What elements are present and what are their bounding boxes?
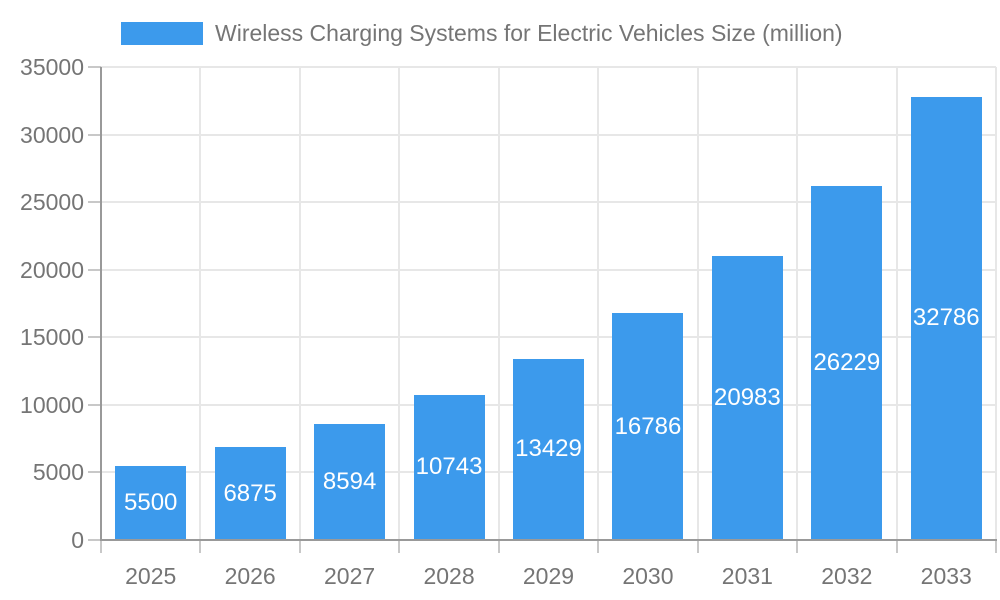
gridline-horizontal bbox=[101, 66, 996, 68]
y-axis-label: 0 bbox=[71, 527, 84, 553]
y-axis-label: 10000 bbox=[20, 391, 84, 418]
bar-value-label: 16786 bbox=[614, 412, 682, 440]
y-axis-tick bbox=[88, 201, 101, 204]
x-axis-label-2032: 2032 bbox=[821, 563, 873, 589]
bar-value-label: 26229 bbox=[813, 348, 881, 376]
y-axis-label: 5000 bbox=[32, 459, 84, 486]
bar-value-label: 20983 bbox=[714, 384, 781, 412]
bar-value-label: 13429 bbox=[515, 435, 582, 463]
x-axis-tick bbox=[298, 540, 301, 553]
gridline-vertical bbox=[895, 67, 898, 540]
gridline-horizontal bbox=[101, 133, 996, 136]
bar-value-label: 6875 bbox=[223, 479, 277, 507]
legend-swatch-icon bbox=[121, 22, 203, 45]
bar-value-label: 8594 bbox=[322, 467, 377, 495]
legend-label: Wireless Charging Systems for Electric V… bbox=[215, 20, 843, 46]
bar-2028[interactable]: 10743 bbox=[413, 394, 485, 540]
x-axis-tick bbox=[895, 540, 898, 553]
bar-2025[interactable]: 5500 bbox=[115, 465, 187, 540]
y-axis-label: 15000 bbox=[20, 324, 84, 351]
y-axis-tick bbox=[88, 66, 101, 68]
bar-2032[interactable]: 26229 bbox=[811, 185, 883, 540]
gridline-vertical bbox=[298, 67, 301, 540]
y-axis-label: 20000 bbox=[20, 256, 84, 283]
bar-2033[interactable]: 32786 bbox=[910, 96, 982, 540]
bar-2029[interactable]: 13429 bbox=[513, 358, 584, 540]
gridline-vertical bbox=[995, 67, 997, 540]
x-axis-label-2030: 2030 bbox=[622, 563, 674, 589]
x-axis-label-2033: 2033 bbox=[920, 563, 972, 589]
gridline-vertical bbox=[597, 67, 600, 540]
bar-2027[interactable]: 8594 bbox=[314, 423, 386, 540]
x-axis-label-2026: 2026 bbox=[224, 563, 276, 589]
x-axis-label-2025: 2025 bbox=[125, 563, 177, 589]
y-axis-tick bbox=[88, 539, 101, 541]
y-axis-tick bbox=[88, 133, 101, 136]
x-axis-tick bbox=[497, 540, 500, 553]
x-axis-tick bbox=[995, 540, 997, 553]
legend-item[interactable]: Wireless Charging Systems for Electric V… bbox=[121, 20, 843, 47]
x-axis-tick bbox=[398, 540, 401, 553]
gridline-vertical bbox=[398, 67, 401, 540]
bar-2026[interactable]: 6875 bbox=[214, 447, 286, 540]
y-axis-tick bbox=[88, 471, 101, 474]
x-axis-label-2031: 2031 bbox=[721, 563, 773, 589]
y-axis-line bbox=[100, 67, 102, 540]
gridline-horizontal bbox=[101, 201, 996, 204]
bar-value-label: 32786 bbox=[912, 304, 980, 332]
y-axis-label: 35000 bbox=[20, 54, 84, 80]
y-axis-tick bbox=[88, 403, 101, 406]
gridline-vertical bbox=[199, 67, 202, 540]
x-axis-label-2029: 2029 bbox=[522, 563, 575, 589]
gridline-horizontal bbox=[101, 268, 996, 271]
plot-area: 0 5000 10000 15000 20000 25000 30000 35000 5500 6… bbox=[20, 54, 997, 589]
gridline-vertical bbox=[696, 67, 699, 540]
gridline-horizontal bbox=[101, 336, 996, 339]
x-axis-label-2027: 2027 bbox=[324, 563, 376, 589]
y-axis-label: 30000 bbox=[20, 121, 84, 148]
x-axis-line bbox=[100, 539, 997, 541]
x-axis-tick bbox=[696, 540, 699, 553]
gridline-vertical bbox=[497, 67, 500, 540]
x-axis-tick bbox=[597, 540, 600, 553]
bar-2031[interactable]: 20983 bbox=[711, 256, 783, 540]
y-axis-label: 25000 bbox=[20, 189, 84, 216]
x-axis-tick bbox=[199, 540, 202, 553]
x-axis-tick bbox=[100, 540, 102, 553]
x-axis-label-2028: 2028 bbox=[423, 563, 475, 589]
bar-2030[interactable]: 16786 bbox=[612, 313, 684, 540]
x-axis-tick bbox=[796, 540, 799, 553]
y-axis-tick bbox=[88, 336, 101, 339]
bar-value-label: 5500 bbox=[124, 488, 178, 516]
gridline-vertical bbox=[796, 67, 799, 540]
bar-value-label: 10743 bbox=[415, 453, 483, 481]
y-axis-tick bbox=[88, 268, 101, 271]
